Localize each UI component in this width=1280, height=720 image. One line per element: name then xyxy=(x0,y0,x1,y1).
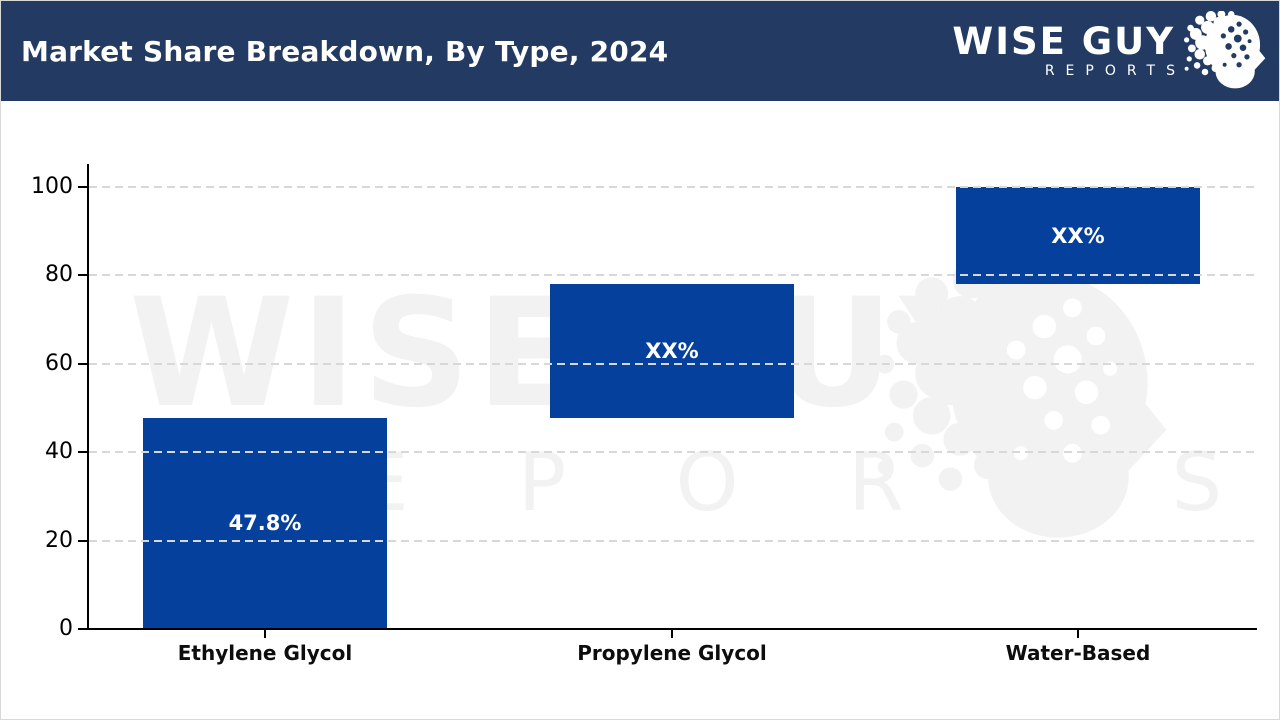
gridline-y-100 xyxy=(89,186,1257,188)
page-title: Market Share Breakdown, By Type, 2024 xyxy=(21,34,669,68)
y-tickmark xyxy=(78,451,89,454)
y-tickmark xyxy=(78,274,89,277)
gridline-y-20 xyxy=(89,539,1257,542)
logo-brand-name: WISE GUY xyxy=(952,20,1175,63)
y-tick-label: 80 xyxy=(45,262,73,288)
y-tick-label: 20 xyxy=(45,527,73,553)
gridline-y-80 xyxy=(89,274,1257,277)
gridline-y-60 xyxy=(89,362,1257,365)
gridline-y-40 xyxy=(89,451,1257,454)
y-tick-label: 40 xyxy=(45,439,73,465)
category-label-propylene-glycol: Propylene Glycol xyxy=(577,641,767,665)
logo-brand-subtitle: REPORTS xyxy=(1044,63,1186,79)
y-tickmark xyxy=(78,362,89,365)
x-tickmark xyxy=(1077,630,1079,638)
bar-propylene-glycol xyxy=(550,284,794,418)
y-tickmark xyxy=(78,186,89,188)
y-tickmark xyxy=(78,628,89,630)
dotted-head-logo-icon xyxy=(1181,11,1267,91)
category-label-ethylene-glycol: Ethylene Glycol xyxy=(177,641,353,665)
y-axis-spine xyxy=(87,164,89,630)
y-tickmark xyxy=(78,539,89,542)
y-tick-label: 0 xyxy=(59,616,73,641)
x-tickmark xyxy=(264,630,266,638)
x-axis-spine xyxy=(87,628,1257,630)
y-tick-label: 100 xyxy=(31,174,73,199)
header-bar: Market Share Breakdown, By Type, 2024 WI… xyxy=(1,1,1279,101)
wise-guy-reports-logo: WISE GUY REPORTS xyxy=(952,11,1279,91)
x-tickmark xyxy=(671,630,673,638)
category-label-water-based: Water-Based xyxy=(1005,641,1151,665)
logo-text: WISE GUY REPORTS xyxy=(952,23,1175,79)
y-tick-label: 60 xyxy=(45,350,73,376)
bar-ethylene-glycol xyxy=(143,417,387,629)
bar-water-based xyxy=(956,187,1200,285)
watermark-dotted-head-icon xyxy=(866,239,1171,573)
